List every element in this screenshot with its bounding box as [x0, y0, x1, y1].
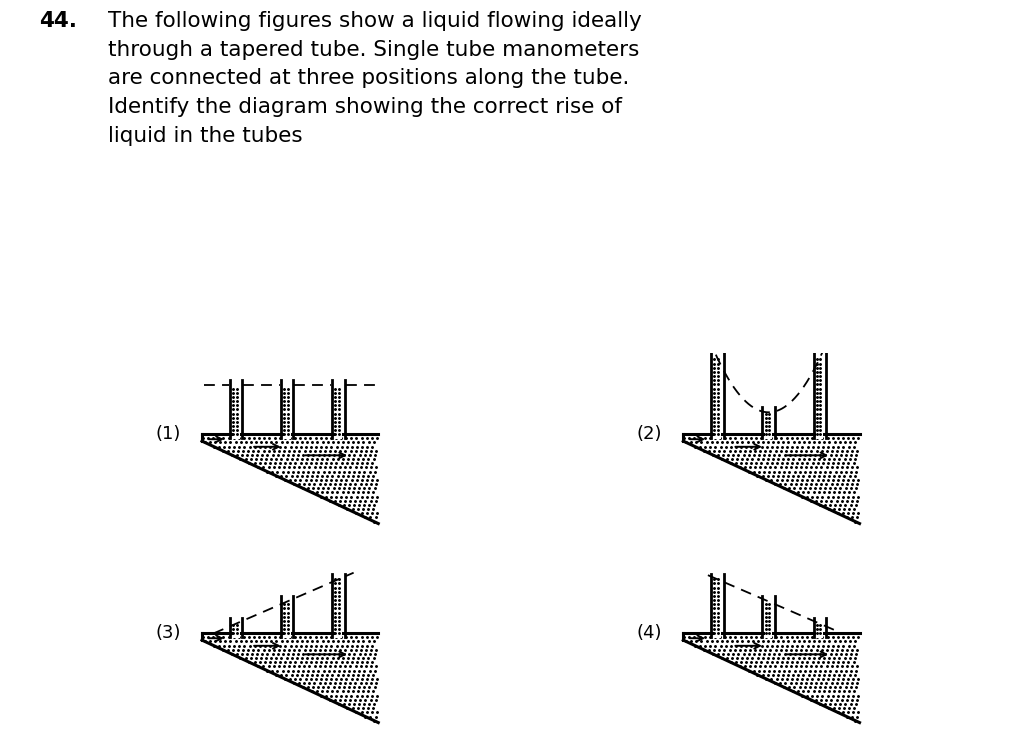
Bar: [335, 381, 342, 439]
Bar: [765, 408, 772, 439]
Bar: [816, 354, 823, 439]
Text: (2): (2): [637, 426, 663, 444]
Bar: [816, 619, 823, 638]
Bar: [284, 381, 291, 439]
Bar: [714, 575, 721, 638]
Bar: [232, 619, 240, 638]
Text: (3): (3): [156, 625, 181, 643]
Bar: [765, 597, 772, 638]
Bar: [335, 575, 342, 638]
Bar: [232, 381, 240, 439]
Text: (1): (1): [156, 426, 181, 444]
Text: (4): (4): [637, 625, 663, 643]
Bar: [714, 354, 721, 439]
Text: 44.: 44.: [39, 11, 77, 31]
Bar: [284, 597, 291, 638]
Text: The following figures show a liquid flowing ideally
through a tapered tube. Sing: The following figures show a liquid flow…: [108, 11, 641, 146]
